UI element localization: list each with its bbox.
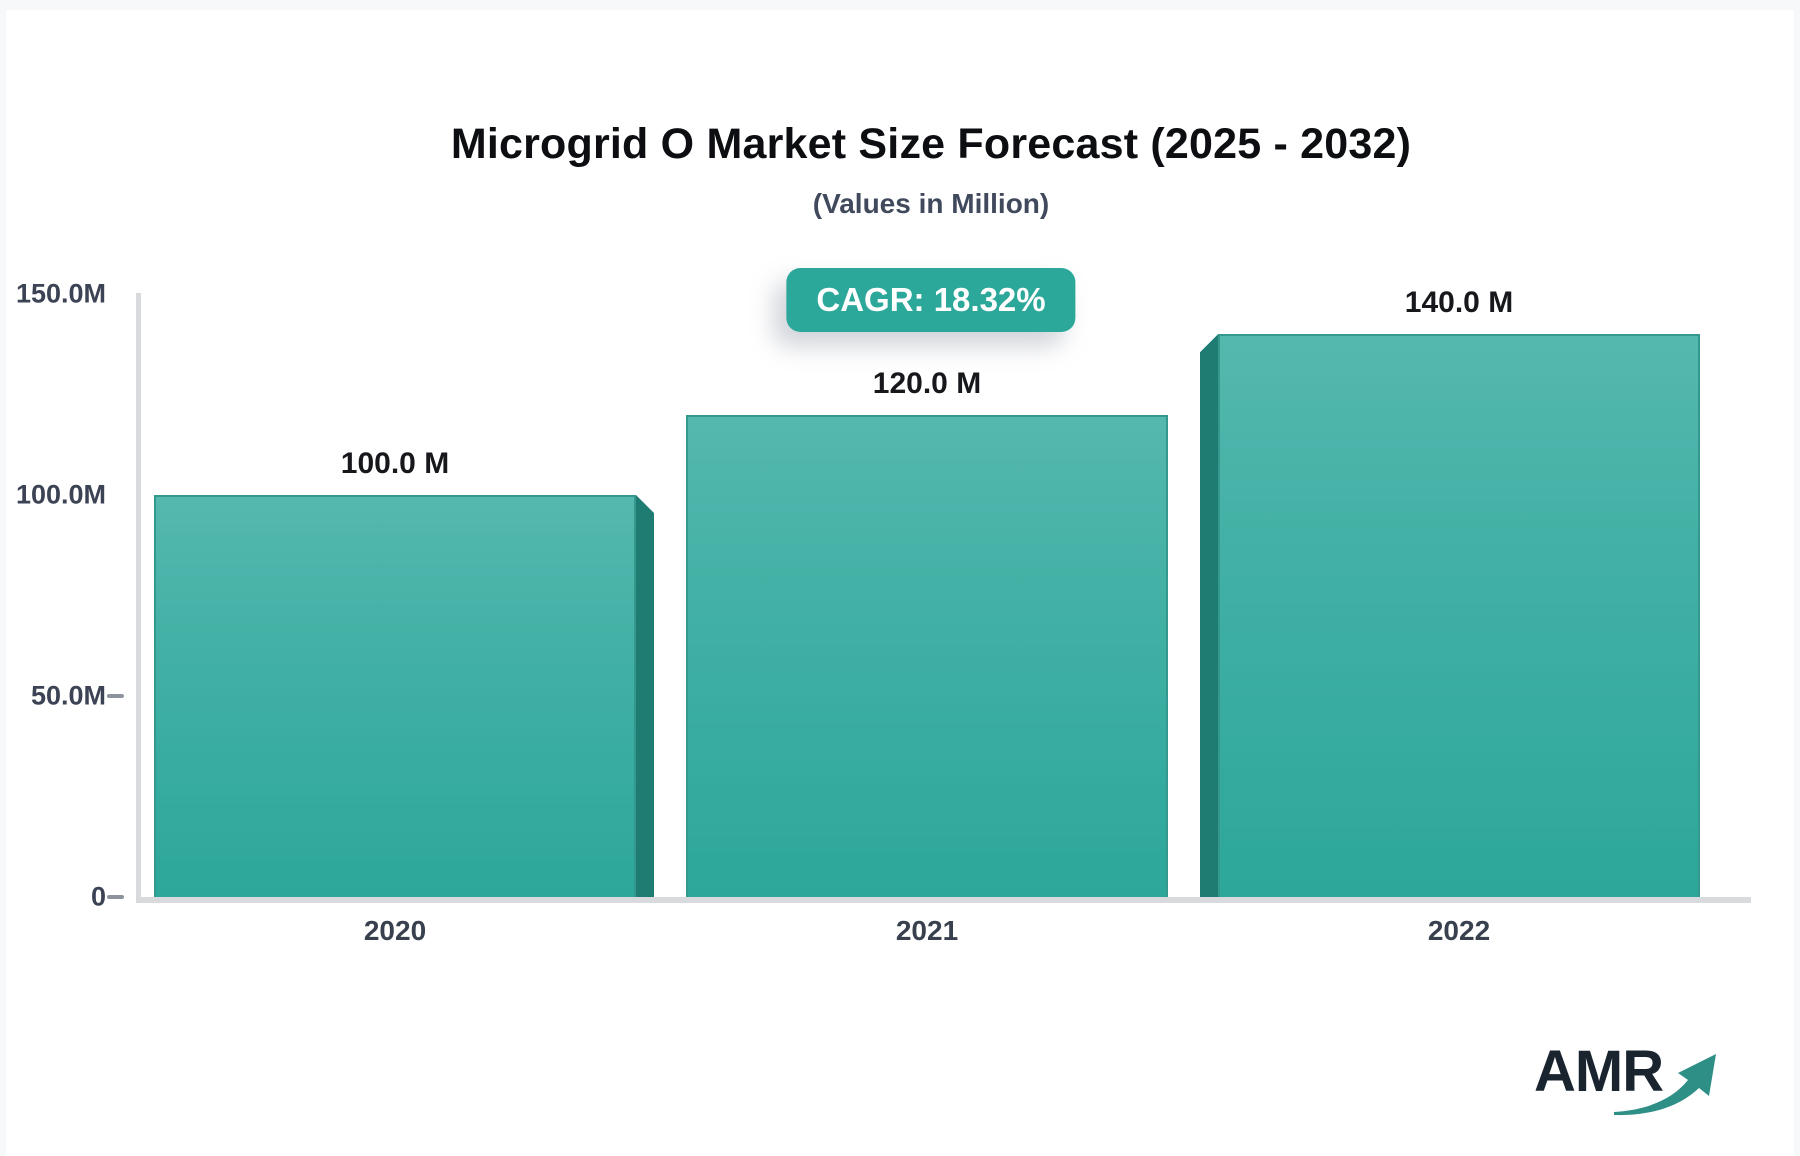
y-axis-line <box>136 293 141 903</box>
x-axis-category-label: 2022 <box>1427 915 1491 946</box>
y-axis-tick-label: 50.0M <box>30 680 106 711</box>
chart-title: Microgrid O Market Size Forecast (2025 -… <box>450 120 1412 168</box>
y-axis-tick-label: 0 <box>90 881 106 912</box>
amr-logo-text: AMR <box>1534 1039 1664 1104</box>
chart-card: Microgrid O Market Size Forecast (2025 -… <box>6 10 1794 1156</box>
bar-2022[interactable] <box>1218 334 1700 897</box>
x-axis-category-label: 2020 <box>363 915 427 946</box>
amr-logo: AMR <box>1534 1038 1724 1128</box>
chart-subtitle: (Values in Million) <box>812 188 1050 219</box>
bar-2022-3d-edge <box>1200 334 1218 897</box>
y-axis-tick-mark <box>107 694 124 698</box>
amr-logo-arrow-icon <box>1614 1054 1716 1116</box>
bar-value-label: 140.0 M <box>1404 286 1514 320</box>
x-axis-category-label: 2021 <box>895 915 959 946</box>
x-axis-line <box>136 897 1751 903</box>
y-axis-tick-label: 150.0M <box>15 278 106 309</box>
bar-2021[interactable] <box>686 414 1168 897</box>
bar-2020-3d-edge <box>636 495 654 897</box>
y-axis-tick-mark <box>107 895 124 899</box>
cagr-badge: CAGR: 18.32% <box>786 268 1076 332</box>
bar-value-label: 100.0 M <box>340 447 450 480</box>
bar-2020[interactable] <box>154 495 636 897</box>
bar-value-label: 120.0 M <box>872 366 982 400</box>
y-axis-tick-label: 100.0M <box>15 479 106 510</box>
